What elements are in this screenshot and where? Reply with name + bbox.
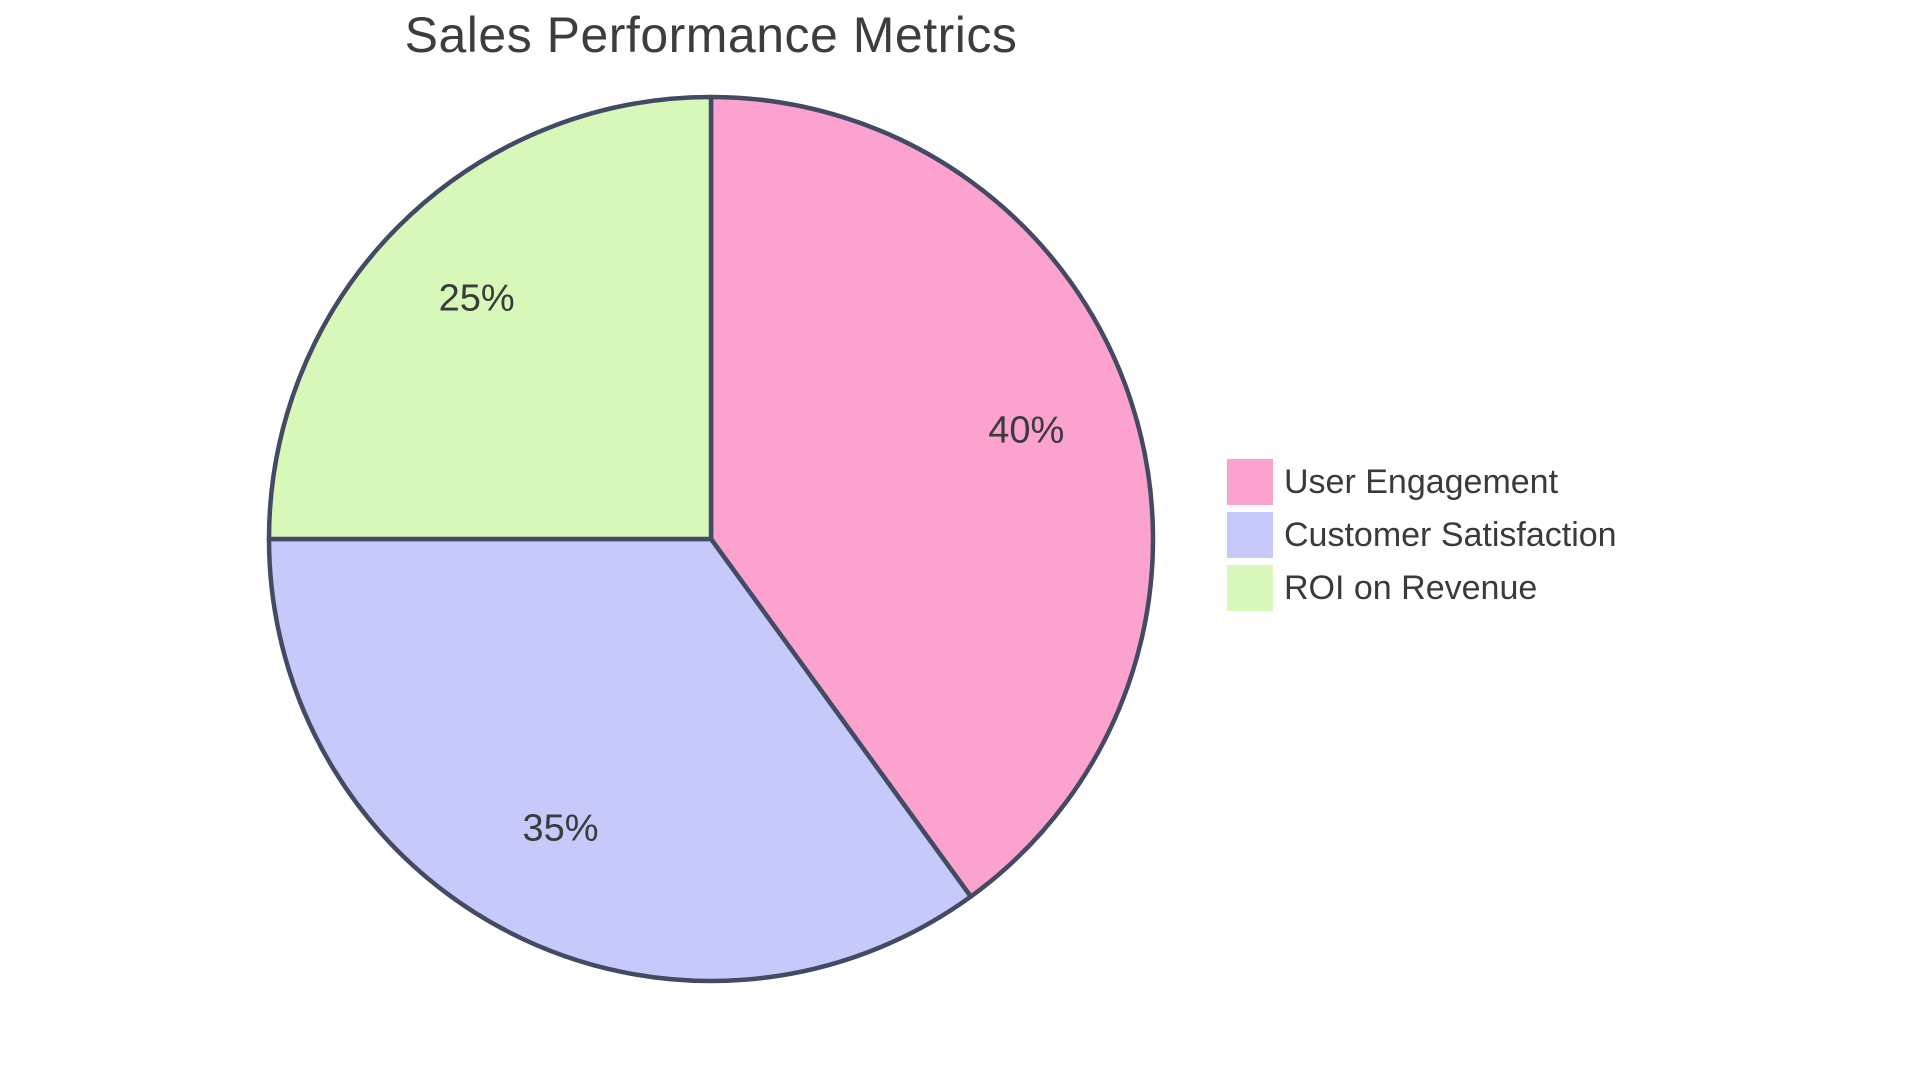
chart-title: Sales Performance Metrics bbox=[404, 7, 1018, 63]
slice-percent-label-35: 35% bbox=[522, 807, 598, 849]
legend: User Engagement Customer Satisfaction RO… bbox=[1227, 459, 1617, 611]
pie-slice-roi-on-revenue bbox=[266, 94, 714, 542]
pie-slice-user-engagement bbox=[708, 94, 1156, 899]
legend-swatch-user-engagement bbox=[1227, 459, 1273, 505]
pie-slice-customer-satisfaction bbox=[266, 536, 974, 984]
legend-item-customer-satisfaction: Customer Satisfaction bbox=[1227, 512, 1617, 558]
legend-label-customer-satisfaction: Customer Satisfaction bbox=[1284, 516, 1617, 554]
legend-label-roi-on-revenue: ROI on Revenue bbox=[1284, 569, 1538, 607]
legend-label-user-engagement: User Engagement bbox=[1284, 463, 1559, 501]
slice-percent-label-25: 25% bbox=[439, 278, 515, 320]
legend-swatch-roi-on-revenue bbox=[1227, 565, 1273, 611]
slice-percent-label-40: 40% bbox=[988, 410, 1064, 452]
legend-item-roi-on-revenue: ROI on Revenue bbox=[1227, 565, 1617, 611]
legend-item-user-engagement: User Engagement bbox=[1227, 459, 1617, 505]
legend-swatch-customer-satisfaction bbox=[1227, 512, 1273, 558]
